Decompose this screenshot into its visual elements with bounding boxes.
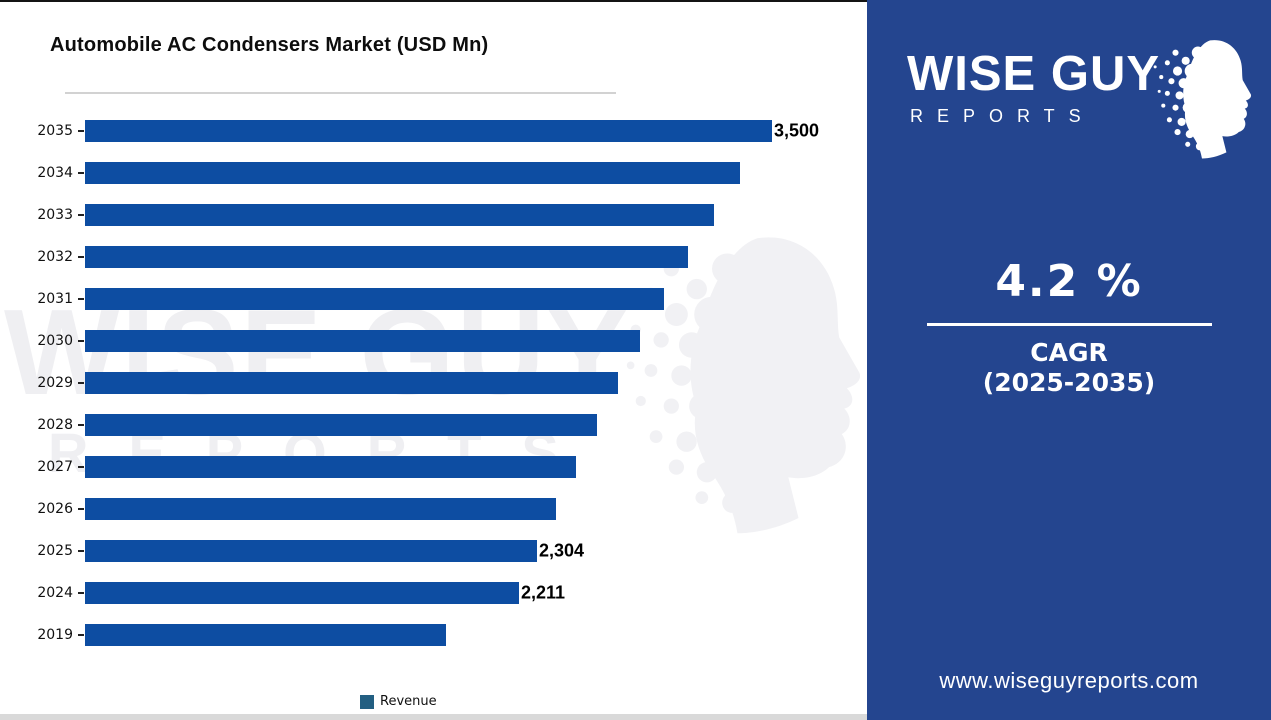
cagr-divider-line: [926, 323, 1212, 326]
bar-value-label: 2,304: [539, 540, 585, 561]
year-label: 2029: [37, 375, 73, 391]
bar-row-2033: 2033: [0, 194, 867, 236]
year-label: 2024: [37, 585, 73, 601]
year-label: 2033: [37, 207, 73, 223]
revenue-bar: [85, 372, 618, 394]
revenue-bar: [85, 414, 597, 436]
top-border-line: [0, 0, 867, 2]
year-label: 2030: [37, 333, 73, 349]
cagr-value: 4.2 %: [995, 256, 1143, 307]
tick-mark: [78, 382, 84, 384]
revenue-bar: [85, 582, 519, 604]
tick-mark: [78, 592, 84, 594]
bar-row-2032: 2032: [0, 236, 867, 278]
revenue-bar: [85, 624, 446, 646]
cagr-period: (2025-2035): [982, 368, 1156, 397]
bar-row-2019: 2019: [0, 614, 867, 656]
year-label: 2027: [37, 459, 73, 475]
tick-mark: [78, 424, 84, 426]
revenue-bar: [85, 498, 556, 520]
revenue-bar: [85, 204, 714, 226]
revenue-bar: [85, 120, 772, 142]
tick-mark: [78, 634, 84, 636]
bar-row-2027: 2027: [0, 446, 867, 488]
revenue-bar: [85, 540, 537, 562]
revenue-bar: [85, 246, 688, 268]
logo-subtext: REPORTS: [910, 106, 1095, 126]
bar-row-2028: 2028: [0, 404, 867, 446]
chart-panel: Automobile AC Condensers Market (USD Mn)…: [0, 0, 867, 720]
bar-row-2024: 2024 2,211: [0, 572, 867, 614]
cagr-label: CAGR: [1030, 338, 1108, 367]
tick-mark: [78, 130, 84, 132]
bottom-border-line: [0, 714, 867, 720]
tick-mark: [78, 172, 84, 174]
wiseguy-logo: WISE GUY REPORTS: [907, 46, 1247, 176]
sidebar: WISE GUY REPORTS 4.2 % CAGR (2025-2035) …: [867, 0, 1271, 720]
tick-mark: [78, 214, 84, 216]
year-label: 2031: [37, 291, 73, 307]
bar-value-label: 3,500: [774, 120, 820, 141]
bar-row-2034: 2034: [0, 152, 867, 194]
tick-mark: [78, 256, 84, 258]
bar-row-2025: 2025 2,304: [0, 530, 867, 572]
revenue-bar: [85, 456, 576, 478]
revenue-bar: [85, 288, 664, 310]
year-label: 2026: [37, 501, 73, 517]
tick-mark: [78, 550, 84, 552]
legend-label: Revenue: [380, 694, 437, 709]
revenue-bar: [85, 162, 740, 184]
logo-wordmark: WISE GUY: [907, 47, 1161, 101]
bar-value-label: 2,211: [521, 582, 566, 603]
bar-row-2030: 2030: [0, 320, 867, 362]
bar-row-2029: 2029: [0, 362, 867, 404]
tick-mark: [78, 298, 84, 300]
legend-swatch: [360, 694, 374, 709]
year-label: 2028: [37, 417, 73, 433]
bar-row-2035: 2035 3,500: [0, 110, 867, 152]
year-label: 2019: [37, 627, 73, 643]
year-label: 2025: [37, 543, 73, 559]
logo-head-icon: [1147, 36, 1259, 164]
cagr-block: 4.2 % CAGR (2025-2035): [867, 256, 1271, 398]
bar-row-2031: 2031: [0, 278, 867, 320]
website-url: www.wiseguyreports.com: [939, 668, 1199, 693]
year-label: 2034: [37, 165, 73, 181]
tick-mark: [78, 340, 84, 342]
bar-chart: 2035 3,500 2034 2033 2032 2031 2030 2029 2028 202…: [0, 110, 867, 656]
year-label: 2032: [37, 249, 73, 265]
legend: Revenue: [360, 694, 437, 709]
tick-mark: [78, 466, 84, 468]
tick-mark: [78, 508, 84, 510]
chart-title: Automobile AC Condensers Market (USD Mn): [50, 34, 489, 56]
year-label: 2035: [37, 123, 73, 139]
bar-row-2026: 2026: [0, 488, 867, 530]
revenue-bar: [85, 330, 640, 352]
title-underline: [65, 92, 616, 94]
